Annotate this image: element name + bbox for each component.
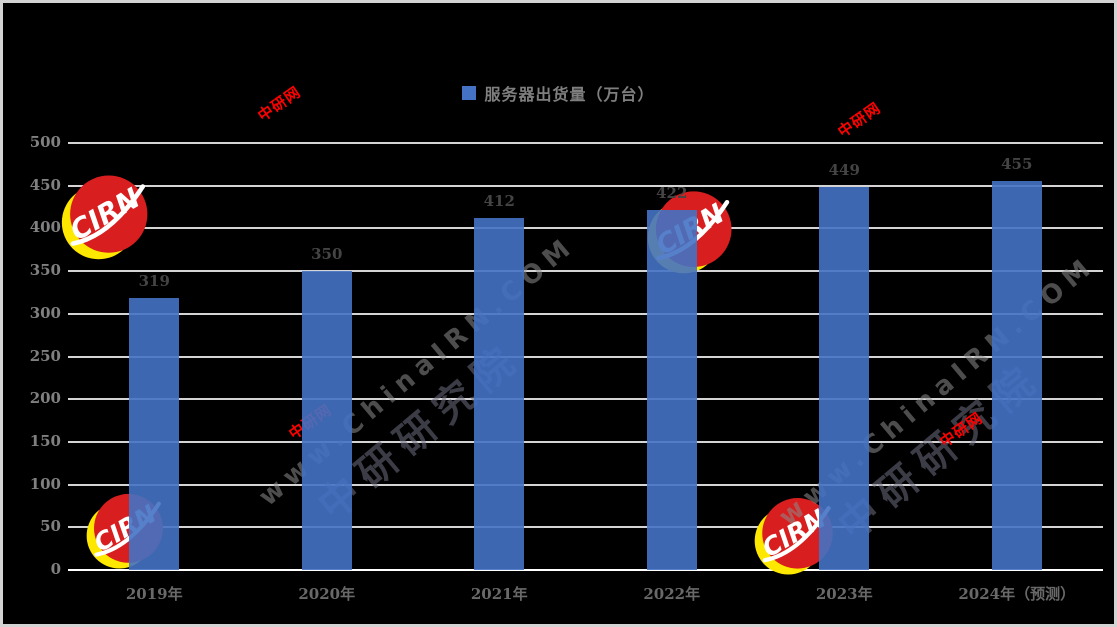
legend-swatch-icon (462, 86, 477, 100)
gridline (68, 440, 1103, 443)
y-axis-tick-label: 150 (29, 431, 61, 450)
bar-value-label: 455 (1001, 155, 1033, 174)
red-stamp-watermark: 中研网 (936, 408, 987, 452)
y-axis-tick-label: 50 (40, 517, 61, 536)
bar-2019年 (129, 297, 180, 570)
cirn-logo-icon: CIRN (61, 175, 148, 260)
bar-2020年 (301, 271, 352, 570)
y-axis-tick-label: 450 (29, 175, 61, 194)
gridline (68, 312, 1103, 315)
gridline (68, 569, 1103, 571)
gridline (68, 184, 1103, 187)
bar-value-label: 319 (138, 271, 170, 290)
bar-2023年 (819, 186, 870, 570)
gridline (68, 355, 1103, 358)
x-axis-tick-label: 2020年 (298, 585, 356, 603)
gridline (68, 227, 1103, 230)
x-axis-tick-label: 2023年 (815, 585, 873, 603)
gridline (68, 526, 1103, 529)
bar-value-label: 422 (656, 183, 688, 202)
bar-value-label: 350 (311, 245, 343, 264)
y-axis-tick-label: 0 (50, 560, 61, 578)
gridline (68, 483, 1103, 486)
bar-2022年 (646, 209, 697, 570)
legend: 服务器出货量（万台） (3, 81, 1114, 105)
bar-value-label: 449 (828, 160, 860, 179)
cirn-logo-icon: CIRN (754, 498, 833, 575)
x-axis-tick-label: 2024年（预测） (958, 585, 1076, 603)
y-axis-tick-label: 100 (29, 474, 61, 493)
x-axis-tick-label: 2019年 (125, 585, 183, 603)
y-axis-tick-label: 300 (29, 303, 61, 322)
legend-label: 服务器出货量（万台） (484, 85, 655, 104)
x-axis-tick-label: 2021年 (470, 585, 528, 603)
gridline (68, 398, 1103, 401)
bar-2021年 (474, 218, 525, 570)
bar-2024年（预测） (991, 181, 1042, 570)
bar-value-label: 412 (483, 192, 515, 211)
y-axis-tick-label: 400 (29, 218, 61, 237)
y-axis-tick-label: 200 (29, 389, 61, 408)
gridline (68, 270, 1103, 273)
y-axis-tick-label: 250 (29, 346, 61, 365)
y-axis-tick-label: 350 (29, 261, 61, 280)
y-axis-tick-label: 500 (29, 133, 61, 151)
gridline (68, 142, 1103, 144)
x-axis-tick-label: 2022年 (643, 585, 701, 603)
